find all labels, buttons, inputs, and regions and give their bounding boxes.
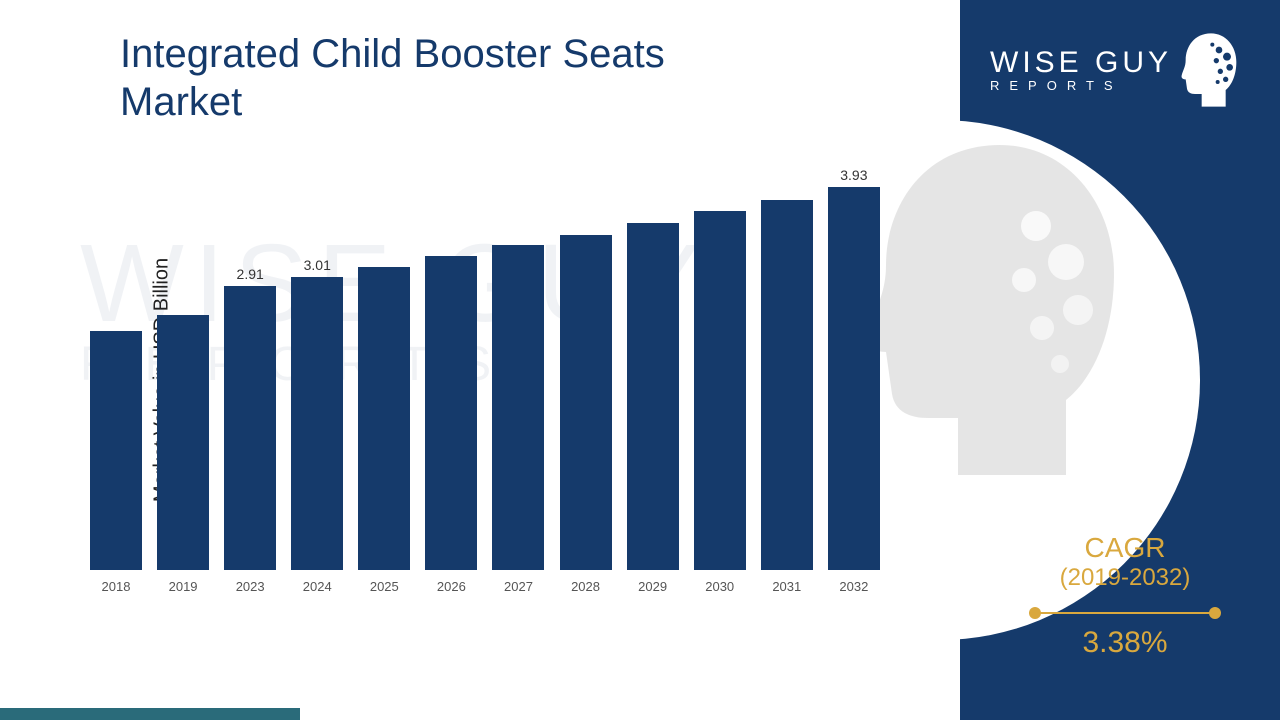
- x-axis-label: 2032: [828, 579, 880, 594]
- bar: [627, 223, 679, 570]
- cagr-divider-icon: [1035, 612, 1215, 614]
- bar: [358, 267, 410, 570]
- brand-logo: WISE GUY REPORTS: [990, 30, 1250, 110]
- x-axis-label: 2027: [492, 579, 544, 594]
- x-axis-label: 2031: [761, 579, 813, 594]
- bar-column: [761, 180, 813, 570]
- x-axis-label: 2018: [90, 579, 142, 594]
- x-axis-label: 2019: [157, 579, 209, 594]
- logo-line1: WISE GUY: [990, 46, 1172, 79]
- bar: [90, 331, 142, 570]
- x-axis-label: 2029: [627, 579, 679, 594]
- bar-column: [694, 180, 746, 570]
- bar-value-label: 2.91: [237, 266, 264, 282]
- bar-column: [627, 180, 679, 570]
- bar-column: [358, 180, 410, 570]
- cagr-range: (2019-2032): [1000, 564, 1250, 592]
- bar: [291, 277, 343, 570]
- bar: [828, 187, 880, 570]
- logo-line2: REPORTS: [990, 79, 1172, 93]
- bar: [224, 286, 276, 570]
- cagr-value: 3.38%: [1000, 626, 1250, 660]
- bar-column: [425, 180, 477, 570]
- bar: [761, 200, 813, 571]
- bar-chart: Market Value in USD Billion 2.913.013.93…: [90, 160, 880, 600]
- bar-column: 2.91: [224, 180, 276, 570]
- head-logo-icon: [1176, 30, 1246, 110]
- cagr-block: CAGR (2019-2032) 3.38%: [1000, 532, 1250, 660]
- bar: [425, 256, 477, 570]
- bar-column: [560, 180, 612, 570]
- bar-column: 3.93: [828, 180, 880, 570]
- x-axis-label: 2026: [425, 579, 477, 594]
- x-axis-label: 2030: [694, 579, 746, 594]
- x-axis-label: 2023: [224, 579, 276, 594]
- bar: [694, 211, 746, 570]
- bar-value-label: 3.93: [840, 167, 867, 183]
- bar-column: [492, 180, 544, 570]
- x-axis-label: 2028: [560, 579, 612, 594]
- x-axis-label: 2025: [358, 579, 410, 594]
- page-title: Integrated Child Booster Seats Market: [120, 30, 760, 126]
- bar-value-label: 3.01: [304, 257, 331, 273]
- x-axis-label: 2024: [291, 579, 343, 594]
- bar-column: 3.01: [291, 180, 343, 570]
- cagr-title: CAGR: [1000, 532, 1250, 564]
- bar: [560, 235, 612, 570]
- bar: [157, 315, 209, 570]
- bar: [492, 245, 544, 570]
- bar-column: [90, 180, 142, 570]
- bar-column: [157, 180, 209, 570]
- bottom-stripe: [0, 708, 300, 720]
